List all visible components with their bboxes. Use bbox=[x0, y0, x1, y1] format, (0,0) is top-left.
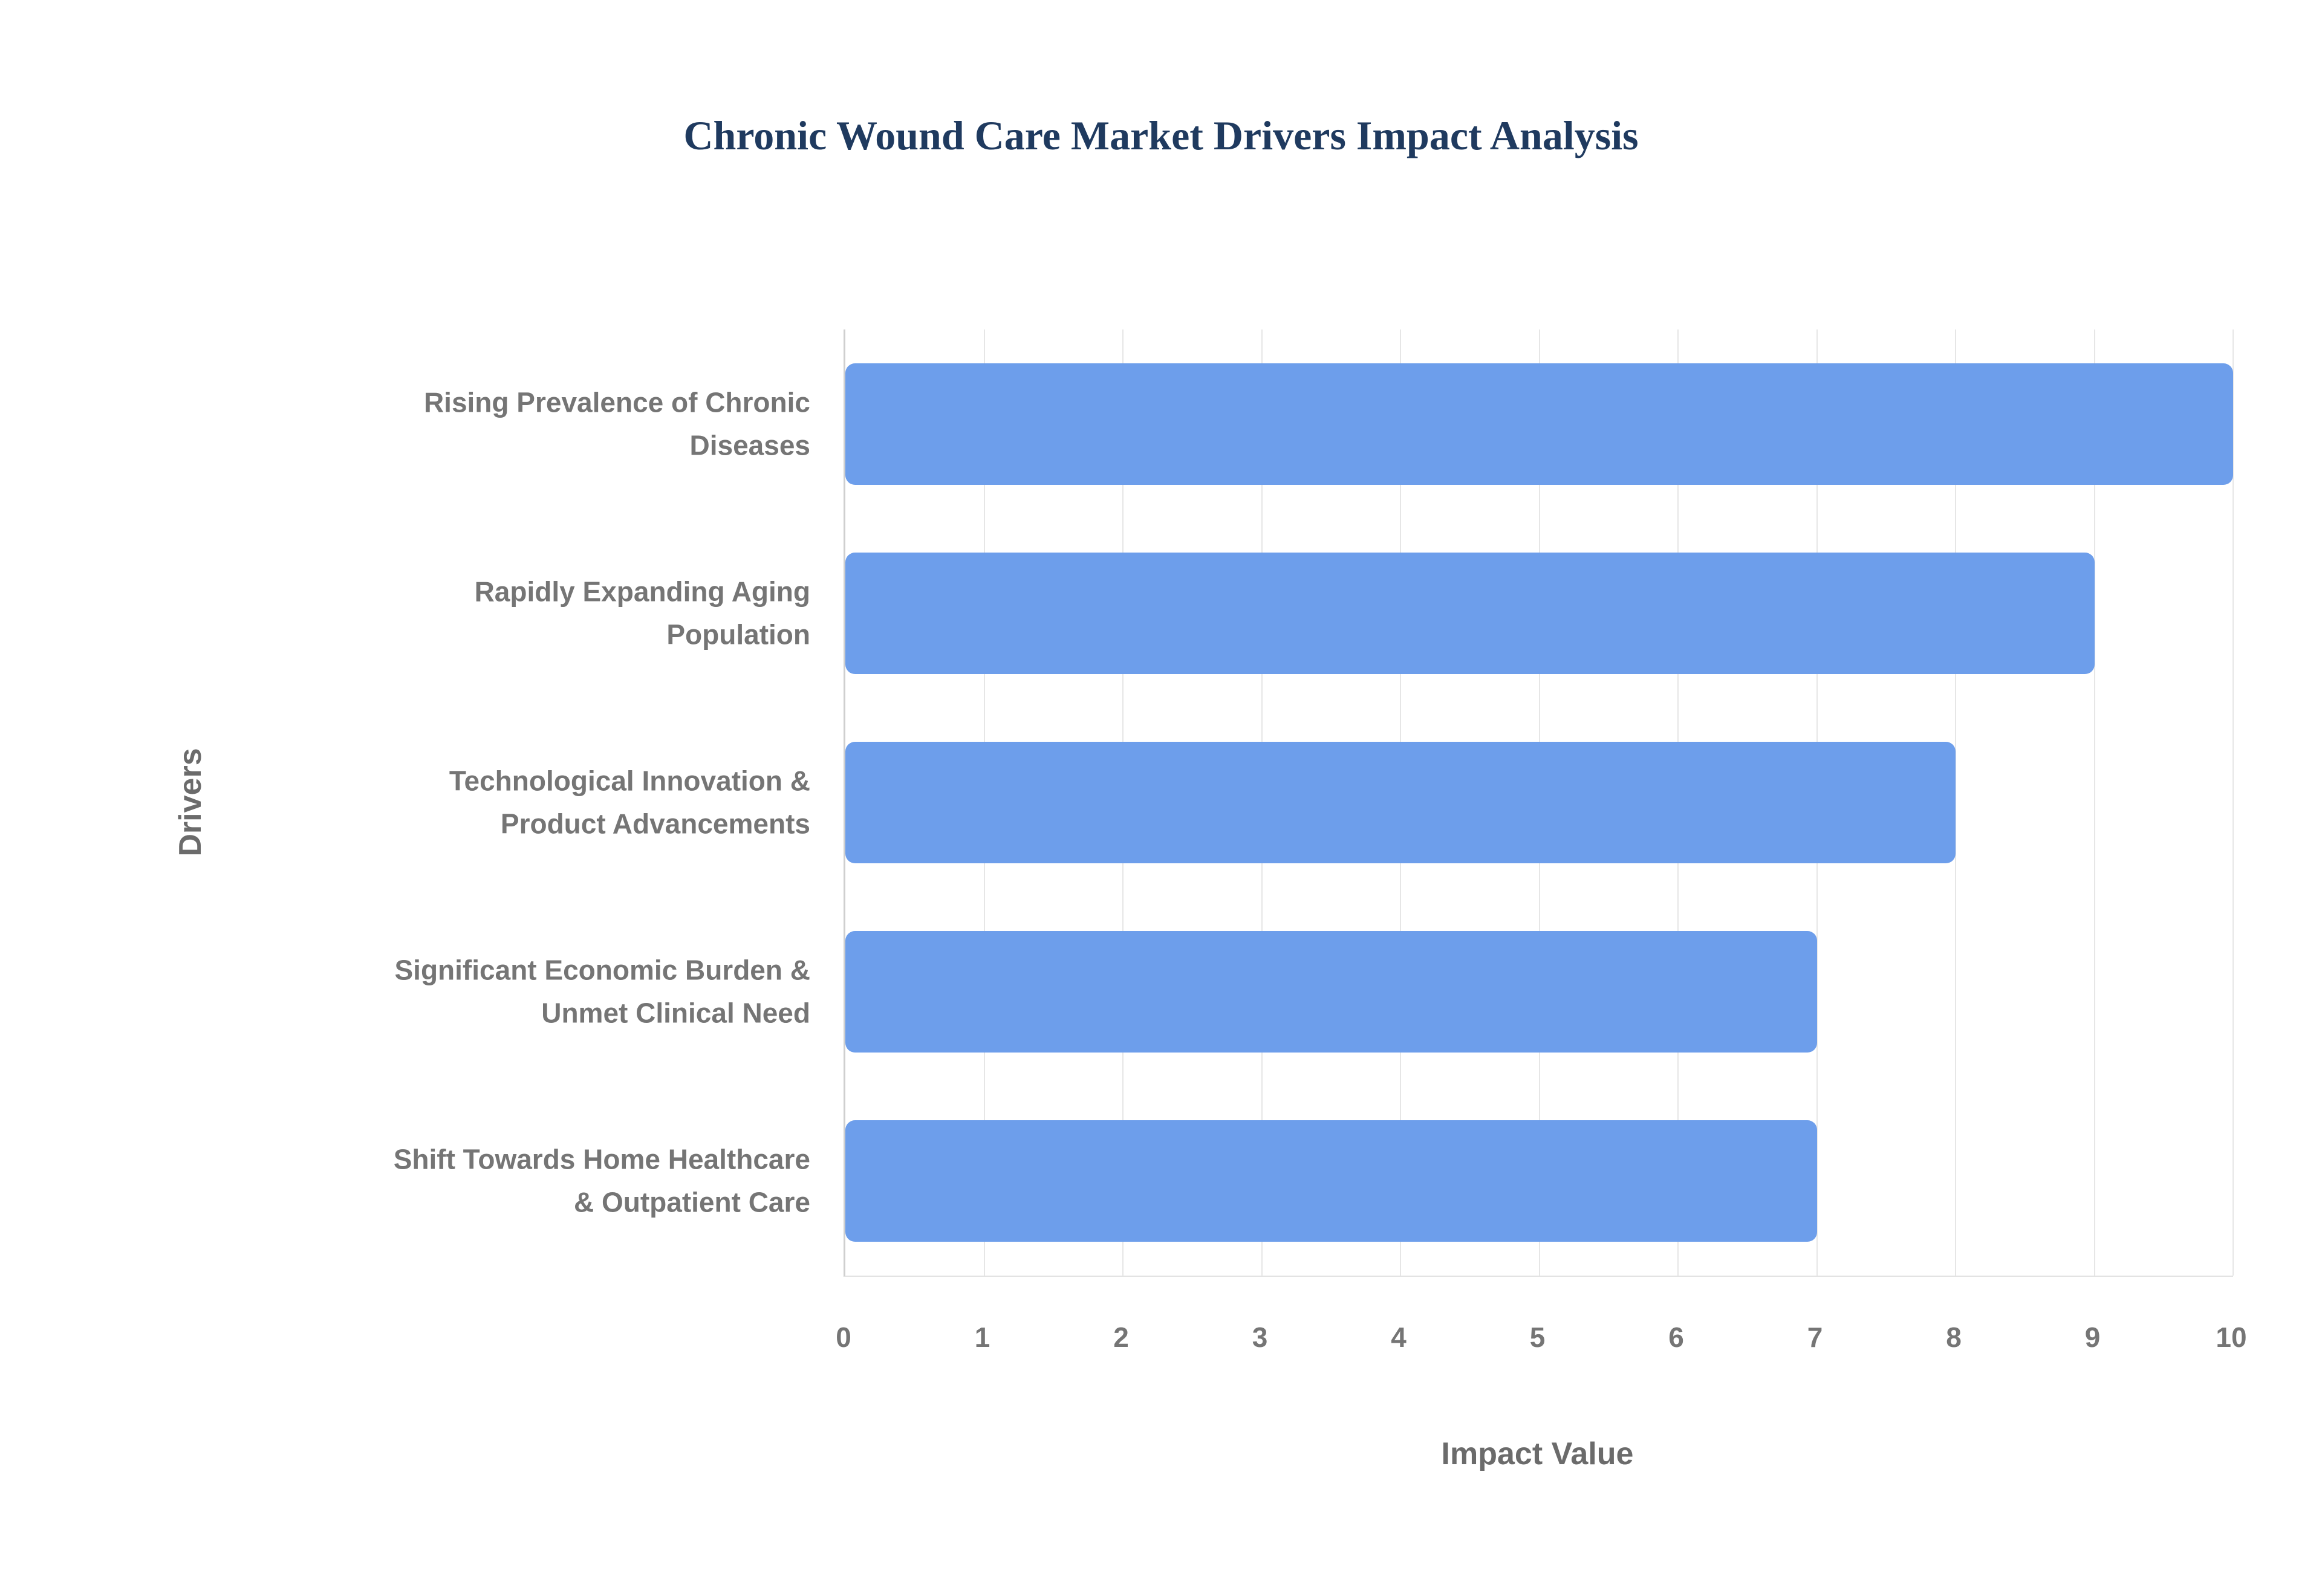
x-tick-label: 7 bbox=[1807, 1322, 1823, 1353]
x-tick-label: 0 bbox=[836, 1322, 851, 1353]
category-label: Significant Economic Burden & Unmet Clin… bbox=[394, 954, 810, 1029]
bar bbox=[845, 363, 2233, 485]
gridline bbox=[2093, 329, 2095, 1276]
x-axis-tick-labels: 0 1 2 3 4 5 6 7 8 9 10 bbox=[836, 1321, 2246, 1363]
bar bbox=[845, 931, 1817, 1053]
gridline bbox=[2233, 329, 2234, 1276]
x-tick-label: 5 bbox=[1529, 1322, 1546, 1353]
plot-area bbox=[844, 329, 2234, 1277]
bar bbox=[845, 742, 1956, 863]
x-tick-label: 2 bbox=[1113, 1322, 1129, 1353]
category-label: Rapidly Expanding Aging Population bbox=[474, 576, 810, 650]
x-tick-label: 6 bbox=[1668, 1322, 1684, 1353]
category-label: Rising Prevalence of Chronic Diseases bbox=[423, 386, 810, 461]
x-tick-label: 3 bbox=[1252, 1322, 1268, 1353]
gridline bbox=[1955, 329, 1956, 1276]
bar bbox=[845, 553, 2095, 674]
x-tick-label: 1 bbox=[974, 1322, 990, 1353]
x-tick-label: 4 bbox=[1391, 1322, 1407, 1353]
chart-title: Chronic Wound Care Market Drivers Impact… bbox=[683, 112, 1639, 158]
category-axis-labels: Rising Prevalence of Chronic Diseases Rap… bbox=[206, 329, 810, 1276]
x-tick-label: 9 bbox=[2084, 1322, 2101, 1353]
bar bbox=[845, 1120, 1817, 1242]
x-tick-label: 10 bbox=[2216, 1322, 2247, 1353]
x-axis-title: Impact Value bbox=[1441, 1436, 1634, 1471]
category-label: Shift Towards Home Healthcare & Outpatie… bbox=[393, 1143, 810, 1218]
category-label: Technological Innovation & Product Advan… bbox=[449, 765, 810, 840]
y-axis-title: Drivers bbox=[173, 748, 208, 857]
x-tick-label: 8 bbox=[1946, 1322, 1962, 1353]
